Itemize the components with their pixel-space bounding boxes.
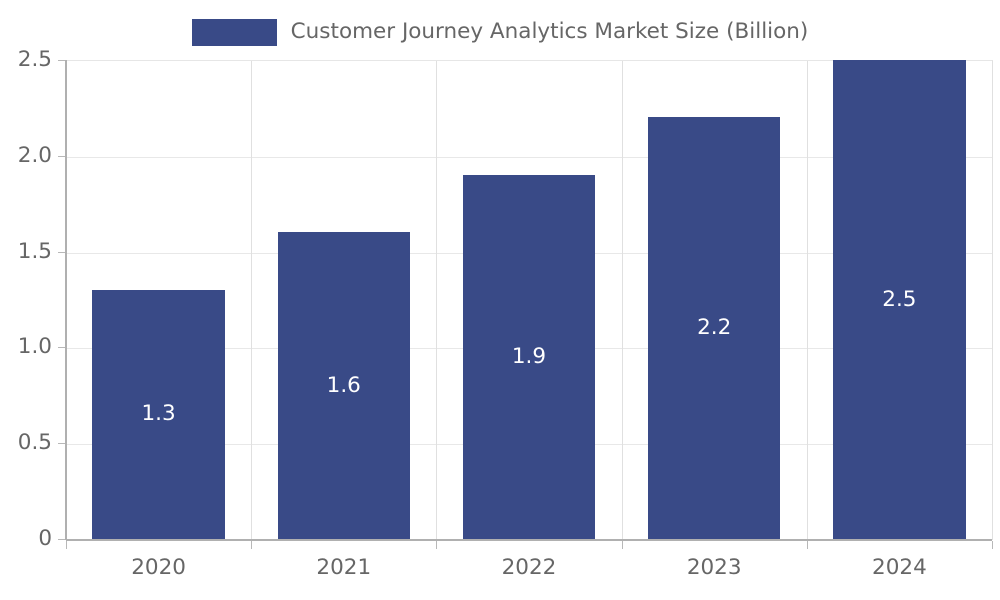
x-axis-tick-mark: [806, 541, 808, 549]
x-axis-tick-label-2023: 2023: [686, 555, 742, 580]
gridline-vertical: [806, 61, 808, 540]
x-axis-tick-label-2024: 2024: [872, 555, 927, 580]
y-axis-tick-label: 2.0: [17, 142, 52, 168]
x-axis-tick-label-2020: 2020: [131, 555, 186, 580]
y-axis-tick-label: 0.5: [17, 430, 52, 456]
gridline-vertical: [251, 61, 253, 540]
y-axis-tick-label: 1.5: [17, 238, 52, 264]
y-axis-tick-label: 2.5: [17, 47, 52, 72]
y-axis-spine: [65, 60, 67, 540]
y-axis-tick-mark: [58, 251, 65, 253]
x-axis-tick-mark: [436, 541, 438, 549]
bar-2024[interactable]: [833, 60, 966, 539]
y-axis-tick-mark: [58, 347, 65, 349]
bar-2023[interactable]: [647, 117, 781, 539]
bar-2020[interactable]: [92, 289, 225, 539]
y-axis-tick-mark: [58, 443, 65, 445]
legend-label[interactable]: Customer Journey Analytics Market Size (…: [290, 19, 809, 45]
x-axis-tick-mark: [66, 541, 67, 549]
chart-legend: Customer Journey Analytics Market Size (…: [0, 12, 1000, 52]
bar-2022[interactable]: [462, 174, 596, 539]
y-axis-tick-mark: [58, 539, 65, 540]
x-axis-tick-mark: [621, 541, 623, 549]
y-axis-tick-mark: [58, 155, 65, 157]
y-axis-tick-label: 0: [38, 526, 52, 551]
y-axis-tick-mark: [58, 60, 65, 61]
x-axis-tick-label-2022: 2022: [501, 555, 557, 580]
bar-2021[interactable]: [277, 232, 410, 539]
gridline-horizontal: [66, 156, 992, 158]
y-axis-tick-label: 1.0: [17, 334, 52, 360]
gridline-vertical: [621, 61, 623, 540]
x-axis-tick-label-2021: 2021: [316, 555, 372, 580]
x-axis-spine: [66, 539, 992, 541]
x-axis-tick-mark: [992, 541, 993, 549]
gridline-vertical: [436, 61, 438, 540]
legend-color-swatch[interactable]: [191, 18, 277, 46]
x-axis-tick-mark: [251, 541, 253, 549]
